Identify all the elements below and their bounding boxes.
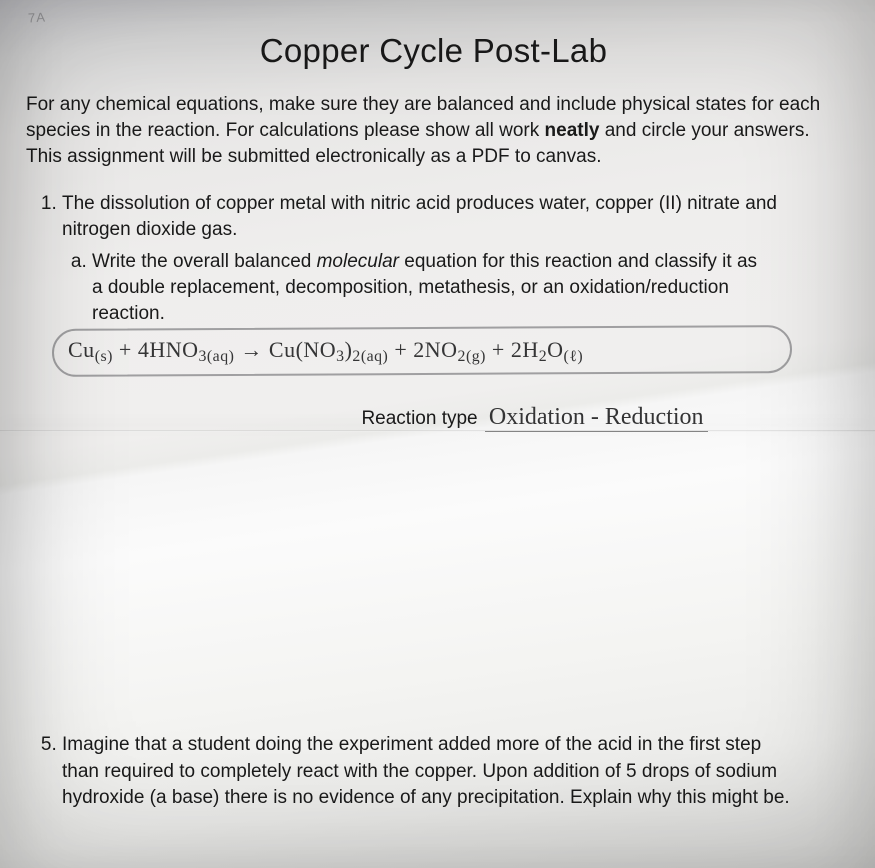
question-1: The dissolution of copper metal with nit… [62, 191, 837, 433]
eq-cuno-state: (aq) [361, 348, 388, 365]
equation-text: Cu(s) + 4HNO3(aq) → Cu(NO3)2(aq) + 2NO2(… [68, 335, 583, 368]
handwritten-equation: Cu(s) + 4HNO3(aq) → Cu(NO3)2(aq) + 2NO2(… [76, 333, 837, 383]
q1a-t3: a double replacement, decomposition, met… [92, 277, 729, 298]
intro-line2a: species in the reaction. For calculation… [26, 120, 545, 141]
q5-l3: hydroxide (a base) there is no evidence … [62, 787, 790, 808]
eq-cuno32: 2 [352, 348, 360, 365]
eq-arrow: → [234, 337, 269, 362]
eq-plus3: + [486, 337, 511, 362]
q1-prompt-a: The dissolution of copper metal with nit… [62, 193, 777, 214]
eq-o: O [547, 337, 563, 362]
question-5-list: Imagine that a student doing the experim… [28, 732, 831, 812]
q1a-t1: Write the overall balanced [92, 251, 317, 272]
eq-coef4: 4 [138, 337, 150, 362]
q5-l2: than required to completely react with t… [62, 761, 777, 782]
reaction-type-label: Reaction type [361, 408, 477, 429]
reaction-type-line: Reaction type Oxidation - Reduction [92, 401, 837, 434]
paper-fold [0, 430, 875, 432]
eq-plus2: + [388, 337, 413, 362]
eq-hno-state: (aq) [207, 348, 234, 365]
eq-no: NO [425, 337, 458, 362]
intro-line2b: and circle your answers. [599, 120, 809, 141]
q1-prompt-b: nitrogen dioxide gas. [62, 219, 237, 240]
page-title: Copper Cycle Post-Lab [22, 32, 845, 70]
eq-cuno: Cu(NO [269, 337, 336, 362]
q1a: Write the overall balanced molecular equ… [92, 249, 837, 433]
q1-subparts: Write the overall balanced molecular equ… [62, 249, 837, 433]
question-5-block: Imagine that a student doing the experim… [22, 732, 839, 812]
question-5: Imagine that a student doing the experim… [62, 732, 831, 812]
corner-mark: 7A [28, 10, 47, 26]
eq-coef2b: 2 [511, 337, 523, 362]
eq-coef2a: 2 [413, 337, 425, 362]
eq-cu-state: (s) [95, 348, 113, 365]
question-list: The dissolution of copper metal with nit… [28, 191, 837, 433]
eq-hno: HNO [149, 337, 198, 362]
instructions-paragraph: For any chemical equations, make sure th… [26, 92, 841, 169]
eq-h2o-state: (ℓ) [564, 348, 584, 365]
eq-hno3: 3 [198, 348, 206, 365]
eq-cu: Cu [68, 337, 95, 362]
eq-cuno3: 3 [336, 348, 344, 365]
q1a-t2: equation for this reaction and classify … [399, 251, 757, 272]
q5-l1: Imagine that a student doing the experim… [62, 734, 761, 755]
intro-line3: This assignment will be submitted electr… [26, 146, 602, 167]
eq-h2: 2 [539, 348, 547, 365]
q1a-t4: reaction. [92, 303, 165, 324]
eq-no2: 2 [458, 348, 466, 365]
reaction-type-answer: Oxidation - Reduction [485, 404, 708, 432]
eq-no-state: (g) [466, 348, 486, 365]
q1a-italic: molecular [317, 251, 399, 272]
worksheet-page: 7A Copper Cycle Post-Lab For any chemica… [0, 0, 875, 868]
intro-line1: For any chemical equations, make sure th… [26, 94, 820, 115]
eq-plus1: + [113, 337, 138, 362]
eq-h: H [522, 337, 538, 362]
intro-bold: neatly [545, 120, 600, 141]
